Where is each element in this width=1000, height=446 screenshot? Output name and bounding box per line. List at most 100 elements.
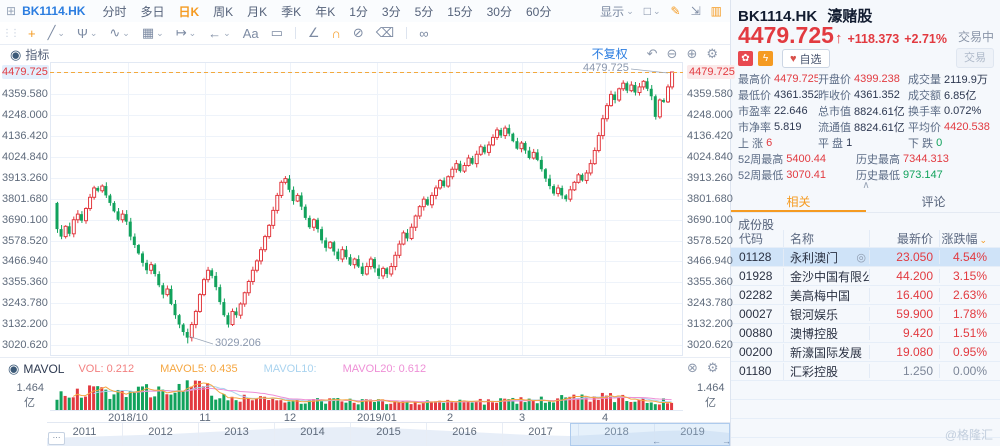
fib-grid-tool-icon[interactable]: ▦ ⌄ bbox=[141, 25, 164, 40]
drawing-toolbar: ⋮⋮ + ╱ ⌄ Ψ ⌄ ∿ ⌄ ▦ ⌄ ↦ ⌄ ← ⌄ Aa ▭ ∠ ∩ ⊘ ⌫ ∞ bbox=[0, 22, 730, 45]
badges: ✿ ϟ ♥ 自选 bbox=[738, 49, 830, 68]
table-row[interactable]: 00880 澳博控股 9.420 1.51% bbox=[731, 324, 1000, 343]
navigator-year-2016[interactable]: 2016 bbox=[426, 423, 502, 446]
stat-cell: 最高价 4479.725 bbox=[738, 71, 818, 87]
delete-draw-icon[interactable]: ⌫ bbox=[375, 25, 395, 40]
navigator-right-handle[interactable]: → bbox=[722, 436, 731, 446]
toolbar-divider bbox=[406, 27, 408, 39]
navigator-year-2014[interactable]: 2014 bbox=[274, 423, 350, 446]
stat-cell: 开盘价 4399.238 bbox=[818, 71, 908, 87]
indicator-icon: ◉ bbox=[10, 46, 22, 62]
watermark: @格隆汇 bbox=[944, 428, 993, 442]
indicator-selector[interactable]: ◉ 指标 bbox=[10, 46, 49, 63]
navigator-more-button[interactable]: ⋯ bbox=[48, 432, 65, 445]
table-row[interactable]: 02282 美高梅中国 16.400 2.63% bbox=[731, 286, 1000, 305]
comment-tool-icon[interactable]: ▭ bbox=[270, 25, 283, 40]
pitchfork-tool-icon[interactable]: Ψ ⌄ bbox=[76, 25, 98, 41]
display-menu[interactable]: 显示 ⌄ bbox=[600, 4, 634, 19]
measure-tool-icon[interactable]: ↦ ⌄ bbox=[175, 25, 197, 40]
stat-value: 7344.313 bbox=[903, 153, 949, 165]
col-header-code[interactable]: 代码 bbox=[739, 231, 764, 246]
navigator-year-2018[interactable]: 2018 bbox=[578, 423, 654, 446]
period-tab-月K[interactable]: 月K bbox=[247, 4, 268, 19]
angle-tool-icon[interactable]: ∠ bbox=[307, 25, 320, 40]
adjust-mode-button[interactable]: 不复权 bbox=[591, 47, 628, 61]
col-header-name[interactable]: 名称 bbox=[783, 229, 869, 247]
side-panel-icon[interactable]: ▥ bbox=[710, 4, 722, 18]
mavol-icon: ◉ bbox=[8, 361, 20, 376]
fullscreen-icon[interactable]: ⇲ bbox=[690, 4, 701, 18]
cell-name: 汇彩控股 bbox=[783, 362, 869, 380]
chart-settings-icon[interactable]: ⚙ bbox=[706, 45, 718, 61]
trendline-tool-icon[interactable]: ╱ ⌄ bbox=[47, 25, 65, 40]
mavol-title[interactable]: MAVOL bbox=[23, 362, 65, 376]
wave-tool-icon[interactable]: ∿ ⌄ bbox=[109, 25, 130, 40]
table-row[interactable]: 00027 银河娱乐 59.900 1.78% bbox=[731, 305, 1000, 324]
table-row[interactable]: 01928 金沙中国有限公 44.200 3.15% bbox=[731, 267, 1000, 286]
table-row[interactable]: 01180 汇彩控股 1.250 0.00% bbox=[731, 362, 1000, 381]
navigator-year-2012[interactable]: 2012 bbox=[122, 423, 198, 446]
arrow-tool-icon[interactable]: ← ⌄ bbox=[208, 25, 231, 41]
hk-market-badge: ✿ bbox=[738, 51, 753, 66]
period-tab-60分[interactable]: 60分 bbox=[525, 4, 552, 19]
pane-settings-icon[interactable]: ⚙ bbox=[706, 360, 719, 375]
indicator-label: 指标 bbox=[25, 48, 50, 62]
zoom-in-icon[interactable]: ⊕ bbox=[686, 45, 698, 61]
stat-label: 上 涨 bbox=[738, 138, 764, 150]
trade-button[interactable]: 交易 bbox=[956, 48, 994, 68]
col-header-change[interactable]: 涨跌幅 ⌄ bbox=[939, 229, 1000, 247]
table-empty-row bbox=[731, 419, 1000, 438]
chevron-down-icon: ⌄ bbox=[89, 27, 98, 38]
navigator-year-2019[interactable]: 2019 bbox=[654, 423, 730, 446]
period-tab-3分[interactable]: 3分 bbox=[381, 4, 401, 19]
text-tool-icon[interactable]: Aa bbox=[242, 25, 259, 41]
year-navigator: 2011 2012 2013 2014 2015 2016 2017 2018 2019 bbox=[47, 422, 730, 446]
table-row[interactable]: 01128 永利澳门 ◎ 23.050 4.54% bbox=[731, 248, 1000, 267]
toolbar-drag-handle[interactable]: ⋮⋮ bbox=[2, 27, 20, 39]
tab-评论[interactable]: 评论 bbox=[921, 195, 946, 209]
navigator-window[interactable] bbox=[570, 423, 730, 446]
constituents-label: 成份股 bbox=[738, 218, 775, 232]
period-tab-15分[interactable]: 15分 bbox=[447, 4, 473, 19]
navigator-left-handle[interactable]: ← bbox=[652, 436, 661, 446]
disable-draw-icon[interactable]: ⊘ bbox=[352, 25, 364, 40]
price-row: 4479.725 ↑ +118.373 +2.71% bbox=[738, 22, 947, 49]
period-tab-多日[interactable]: 多日 bbox=[140, 4, 165, 19]
symbol-code[interactable]: BK1114.HK bbox=[22, 4, 86, 18]
link-charts-icon[interactable]: ∞ bbox=[419, 25, 429, 41]
period-tab-1分[interactable]: 1分 bbox=[349, 4, 368, 19]
window-layout-icon[interactable]: ⊞ bbox=[6, 4, 17, 18]
stat-cell: 最低价 4361.352 bbox=[738, 87, 818, 103]
layout-box-icon[interactable]: □ ⌄ bbox=[643, 4, 661, 18]
draw-pencil-icon[interactable]: ✎ bbox=[670, 4, 681, 18]
add-watchlist-button[interactable]: ♥ 自选 bbox=[782, 49, 830, 68]
period-tab-周K[interactable]: 周K bbox=[213, 4, 234, 19]
navigator-year-2017[interactable]: 2017 bbox=[502, 423, 578, 446]
period-tab-5分[interactable]: 5分 bbox=[414, 4, 434, 19]
period-tab-分时[interactable]: 分时 bbox=[102, 4, 127, 19]
undo-icon[interactable]: ↶ bbox=[646, 45, 658, 61]
navigator-year-2015[interactable]: 2015 bbox=[350, 423, 426, 446]
navigator-year-2011[interactable]: 2011 bbox=[72, 426, 97, 438]
period-tab-年K[interactable]: 年K bbox=[315, 4, 336, 19]
col-header-price[interactable]: 最新价 bbox=[869, 229, 939, 247]
collapse-stats-button[interactable]: ∧ bbox=[862, 180, 870, 191]
move-tool-icon[interactable]: + bbox=[28, 25, 36, 41]
navigator-year-2013[interactable]: 2013 bbox=[198, 423, 274, 446]
period-tab-日K[interactable]: 日K bbox=[178, 4, 200, 19]
period-tab-季K[interactable]: 季K bbox=[281, 4, 302, 19]
magnet-tool-icon[interactable]: ∩ bbox=[331, 25, 341, 41]
tab-相关[interactable]: 相关 bbox=[731, 190, 866, 212]
stat-cell: 流通值 8824.61亿 bbox=[818, 119, 908, 135]
table-row[interactable]: 00200 新濠国际发展 19.080 0.95% bbox=[731, 343, 1000, 362]
period-tab-30分[interactable]: 30分 bbox=[486, 4, 512, 19]
time-axis-label: 2 bbox=[446, 412, 454, 424]
close-pane-icon[interactable]: ⊗ bbox=[687, 360, 698, 375]
candlestick-chart[interactable] bbox=[0, 0, 730, 446]
stat-label: 历史最高 bbox=[856, 154, 900, 166]
zoom-out-icon[interactable]: ⊖ bbox=[666, 45, 678, 61]
stat-label: 平 盘 bbox=[818, 138, 844, 150]
